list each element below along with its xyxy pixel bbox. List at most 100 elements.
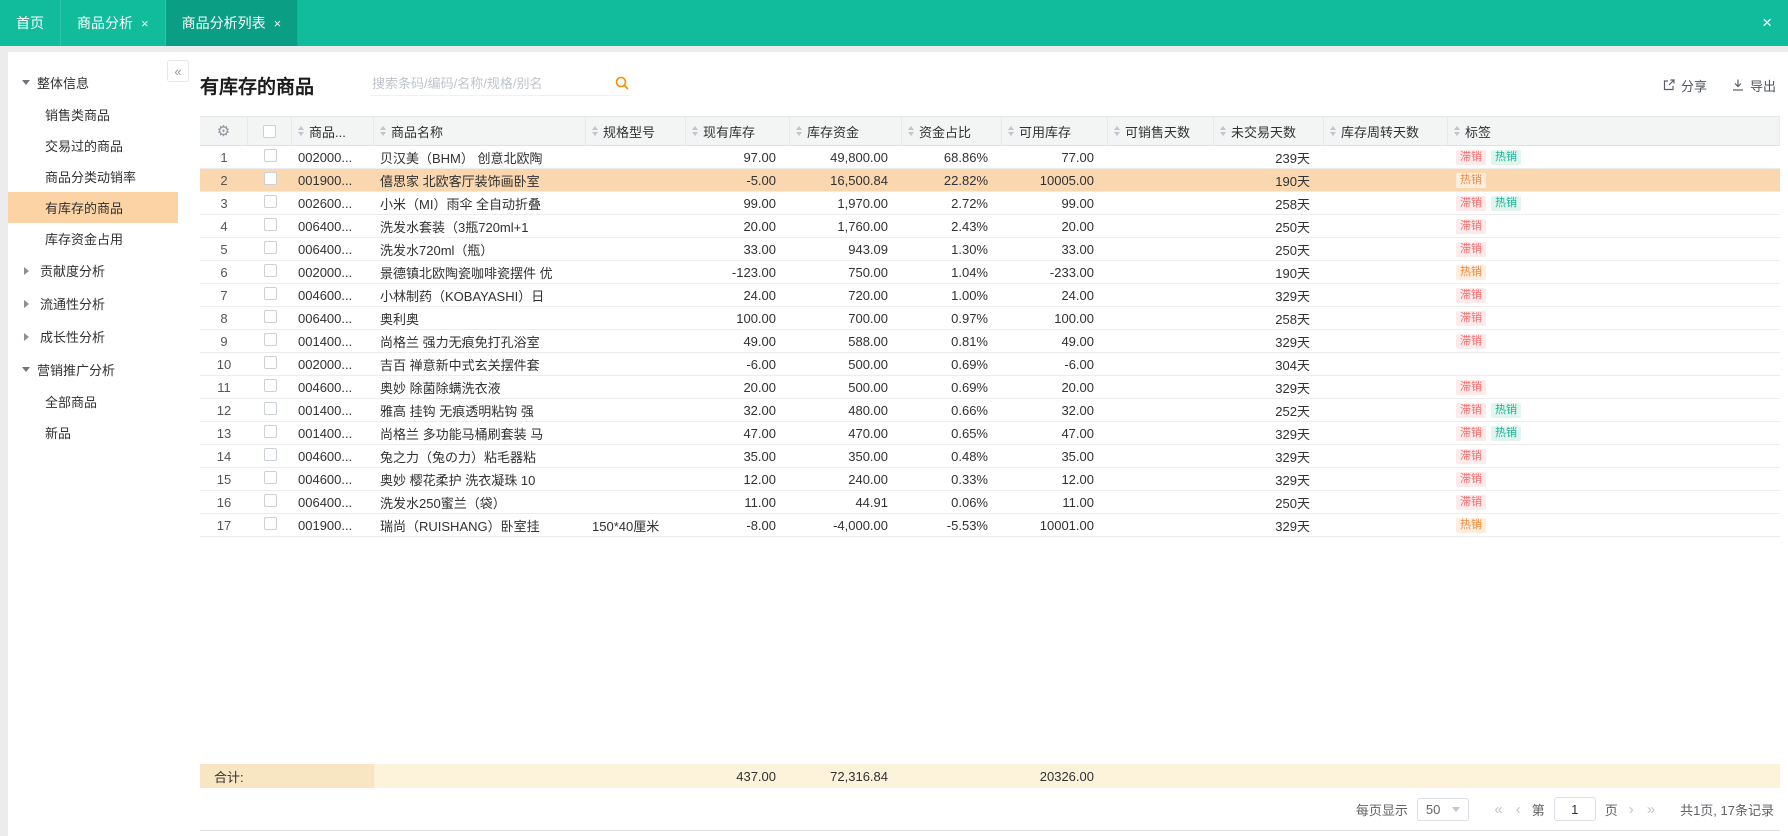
row-checkbox[interactable]	[263, 333, 277, 346]
next-page-button[interactable]: ›	[1628, 800, 1634, 818]
sidebar-group-3[interactable]: 成长性分析	[8, 320, 178, 353]
column-label: 商品名称	[391, 124, 444, 140]
row-checkbox[interactable]	[263, 195, 277, 208]
table-row[interactable]: 7 004600... 小林制药（KOBAYASHI）日 24.00 720.00 1.0…	[200, 284, 1780, 307]
table-row[interactable]: 6 002000... 景德镇北欧陶瓷咖啡瓷摆件 优 -123.00 750.00 1.0…	[200, 261, 1780, 284]
table-row[interactable]: 2 001900... 僖思家 北欧客厅装饰画卧室 -5.00 16,500.84 22.…	[200, 169, 1780, 192]
tab-2[interactable]: 商品分析列表 ×	[165, 0, 299, 46]
column-header-1[interactable]: 商品名称	[374, 117, 586, 145]
prev-page-button[interactable]: ‹	[1515, 800, 1521, 818]
sort-icon[interactable]	[1454, 123, 1460, 139]
column-header-3[interactable]: 现有库存	[686, 117, 790, 145]
sort-icon[interactable]	[1114, 123, 1120, 139]
table-row[interactable]: 3 002600... 小米（MI）雨伞 全自动折叠 99.00 1,970.00 2.7…	[200, 192, 1780, 215]
sidebar-item[interactable]: 交易过的商品	[45, 139, 124, 154]
sort-icon[interactable]	[380, 123, 386, 139]
table-row[interactable]: 15 004600... 奥妙 樱花柔护 洗衣凝珠 10 12.00 240.00 0.3…	[200, 468, 1780, 491]
table-row[interactable]: 14 004600... 兔之力（兔の力）粘毛器粘 35.00 350.00 0.48% 3…	[200, 445, 1780, 468]
cell-available: 32.00	[1061, 402, 1094, 418]
sort-icon[interactable]	[1330, 123, 1336, 139]
table-row[interactable]: 16 006400... 洗发水250蜜兰（袋） 11.00 44.91 0.06% 11.…	[200, 491, 1780, 514]
cell-name: 景德镇北欧陶瓷咖啡瓷摆件 优	[380, 265, 553, 281]
sort-icon[interactable]	[908, 123, 914, 139]
table-row[interactable]: 1 002000... 贝汉美（BHM） 创意北欧陶 97.00 49,800.00 68…	[200, 146, 1780, 169]
tab-close-icon[interactable]: ×	[141, 15, 149, 31]
row-checkbox[interactable]	[263, 241, 277, 254]
tab-0[interactable]: 首页	[0, 0, 61, 46]
column-header-4[interactable]: 库存资金	[790, 117, 902, 145]
row-checkbox[interactable]	[263, 425, 277, 438]
sort-icon[interactable]	[1220, 123, 1226, 139]
tab-1[interactable]: 商品分析 ×	[61, 0, 166, 46]
last-page-button[interactable]: »	[1646, 800, 1656, 818]
table-row[interactable]: 10 002000... 吉百 禅意新中式玄关摆件套 -6.00 500.00 0.69%…	[200, 353, 1780, 376]
cell-available: -233.00	[1049, 264, 1094, 280]
close-icon[interactable]: ×	[1762, 13, 1772, 32]
cell-fund: 350.00	[848, 448, 888, 464]
row-checkbox[interactable]	[263, 517, 277, 530]
column-header-7[interactable]: 可销售天数	[1108, 117, 1214, 145]
table-row[interactable]: 8 006400... 奥利奥 100.00 700.00 0.97% 100.00 258天…	[200, 307, 1780, 330]
search-input[interactable]	[370, 74, 615, 92]
first-page-button[interactable]: «	[1494, 800, 1503, 818]
cell-fund: 470.00	[848, 425, 888, 441]
sort-icon[interactable]	[298, 123, 304, 139]
column-header-0[interactable]: 商品...	[292, 117, 374, 145]
row-index: 13	[216, 425, 232, 441]
row-checkbox[interactable]	[263, 379, 277, 392]
table-row[interactable]: 4 006400... 洗发水套装（3瓶720ml+1 20.00 1,760.00 2.…	[200, 215, 1780, 238]
row-checkbox[interactable]	[263, 172, 277, 185]
row-checkbox[interactable]	[263, 218, 277, 231]
tab-close-icon[interactable]: ×	[273, 15, 282, 31]
row-checkbox[interactable]	[263, 264, 277, 277]
table-row[interactable]: 9 001400... 尚格兰 强力无痕免打孔浴室 49.00 588.00 0.81% 4…	[200, 330, 1780, 353]
table-row[interactable]: 12 001400... 雅高 挂钩 无痕透明粘钩 强 32.00 480.00 0.66…	[200, 399, 1780, 422]
column-label: 可销售天数	[1125, 124, 1191, 140]
table-row[interactable]: 11 004600... 奥妙 除菌除螨洗衣液 20.00 500.00 0.69% 20.…	[200, 376, 1780, 399]
sidebar-item[interactable]: 全部商品	[45, 395, 98, 410]
share-button[interactable]: 分享	[1662, 76, 1707, 95]
sidebar-group-0[interactable]: 整体信息	[8, 66, 178, 99]
sort-icon[interactable]	[1008, 123, 1014, 139]
sidebar-collapse-button[interactable]: «	[167, 60, 189, 82]
sidebar-group-1[interactable]: 贡献度分析	[8, 254, 178, 287]
sidebar-item[interactable]: 有库存的商品	[8, 192, 178, 223]
sidebar-item[interactable]: 商品分类动销率	[45, 170, 137, 185]
table-row[interactable]: 5 006400... 洗发水720ml（瓶） 33.00 943.09 1.30% 33.…	[200, 238, 1780, 261]
search-icon[interactable]	[614, 75, 630, 91]
row-checkbox[interactable]	[263, 494, 277, 507]
sort-icon[interactable]	[796, 123, 802, 139]
column-header-9[interactable]: 库存周转天数	[1324, 117, 1448, 145]
cell-code: 002600...	[298, 195, 353, 211]
row-checkbox[interactable]	[263, 402, 277, 415]
row-checkbox[interactable]	[263, 287, 277, 300]
page-size-select[interactable]: 50	[1416, 797, 1470, 821]
checkbox-cell	[248, 195, 292, 211]
sidebar-item[interactable]: 销售类商品	[45, 108, 111, 123]
sidebar-item[interactable]: 库存资金占用	[45, 232, 124, 247]
sidebar-item[interactable]: 新品	[45, 426, 72, 441]
sort-icon[interactable]	[592, 123, 598, 139]
column-header-5[interactable]: 资金占比	[902, 117, 1002, 145]
select-all-checkbox[interactable]	[263, 124, 276, 138]
export-button[interactable]: 导出	[1731, 76, 1776, 95]
cell-ratio: 22.82%	[943, 172, 988, 188]
column-header-2[interactable]: 规格型号	[586, 117, 686, 145]
table-row[interactable]: 13 001400... 尚格兰 多功能马桶刷套装 马 47.00 470.00 0.65…	[200, 422, 1780, 445]
table-row[interactable]: 17 001900... 瑞尚（RUISHANG）卧室挂 150*40厘米 -8.00 -…	[200, 514, 1780, 537]
row-checkbox[interactable]	[263, 471, 277, 484]
sidebar-group-4[interactable]: 营销推广分析	[8, 353, 178, 386]
row-checkbox[interactable]	[263, 448, 277, 461]
sidebar-group-2[interactable]: 流通性分析	[8, 287, 178, 320]
cell-ratio: -5.53%	[946, 517, 988, 533]
row-checkbox[interactable]	[263, 310, 277, 323]
sort-icon[interactable]	[692, 123, 698, 139]
cell-fund: 943.09	[848, 241, 888, 257]
row-checkbox[interactable]	[263, 356, 277, 369]
column-settings-button[interactable]: ⚙	[200, 117, 248, 145]
column-header-8[interactable]: 未交易天数	[1214, 117, 1324, 145]
row-checkbox[interactable]	[263, 149, 277, 162]
page-number-input[interactable]	[1553, 797, 1596, 821]
column-header-10[interactable]: 标签	[1448, 117, 1780, 145]
column-header-6[interactable]: 可用库存	[1002, 117, 1108, 145]
